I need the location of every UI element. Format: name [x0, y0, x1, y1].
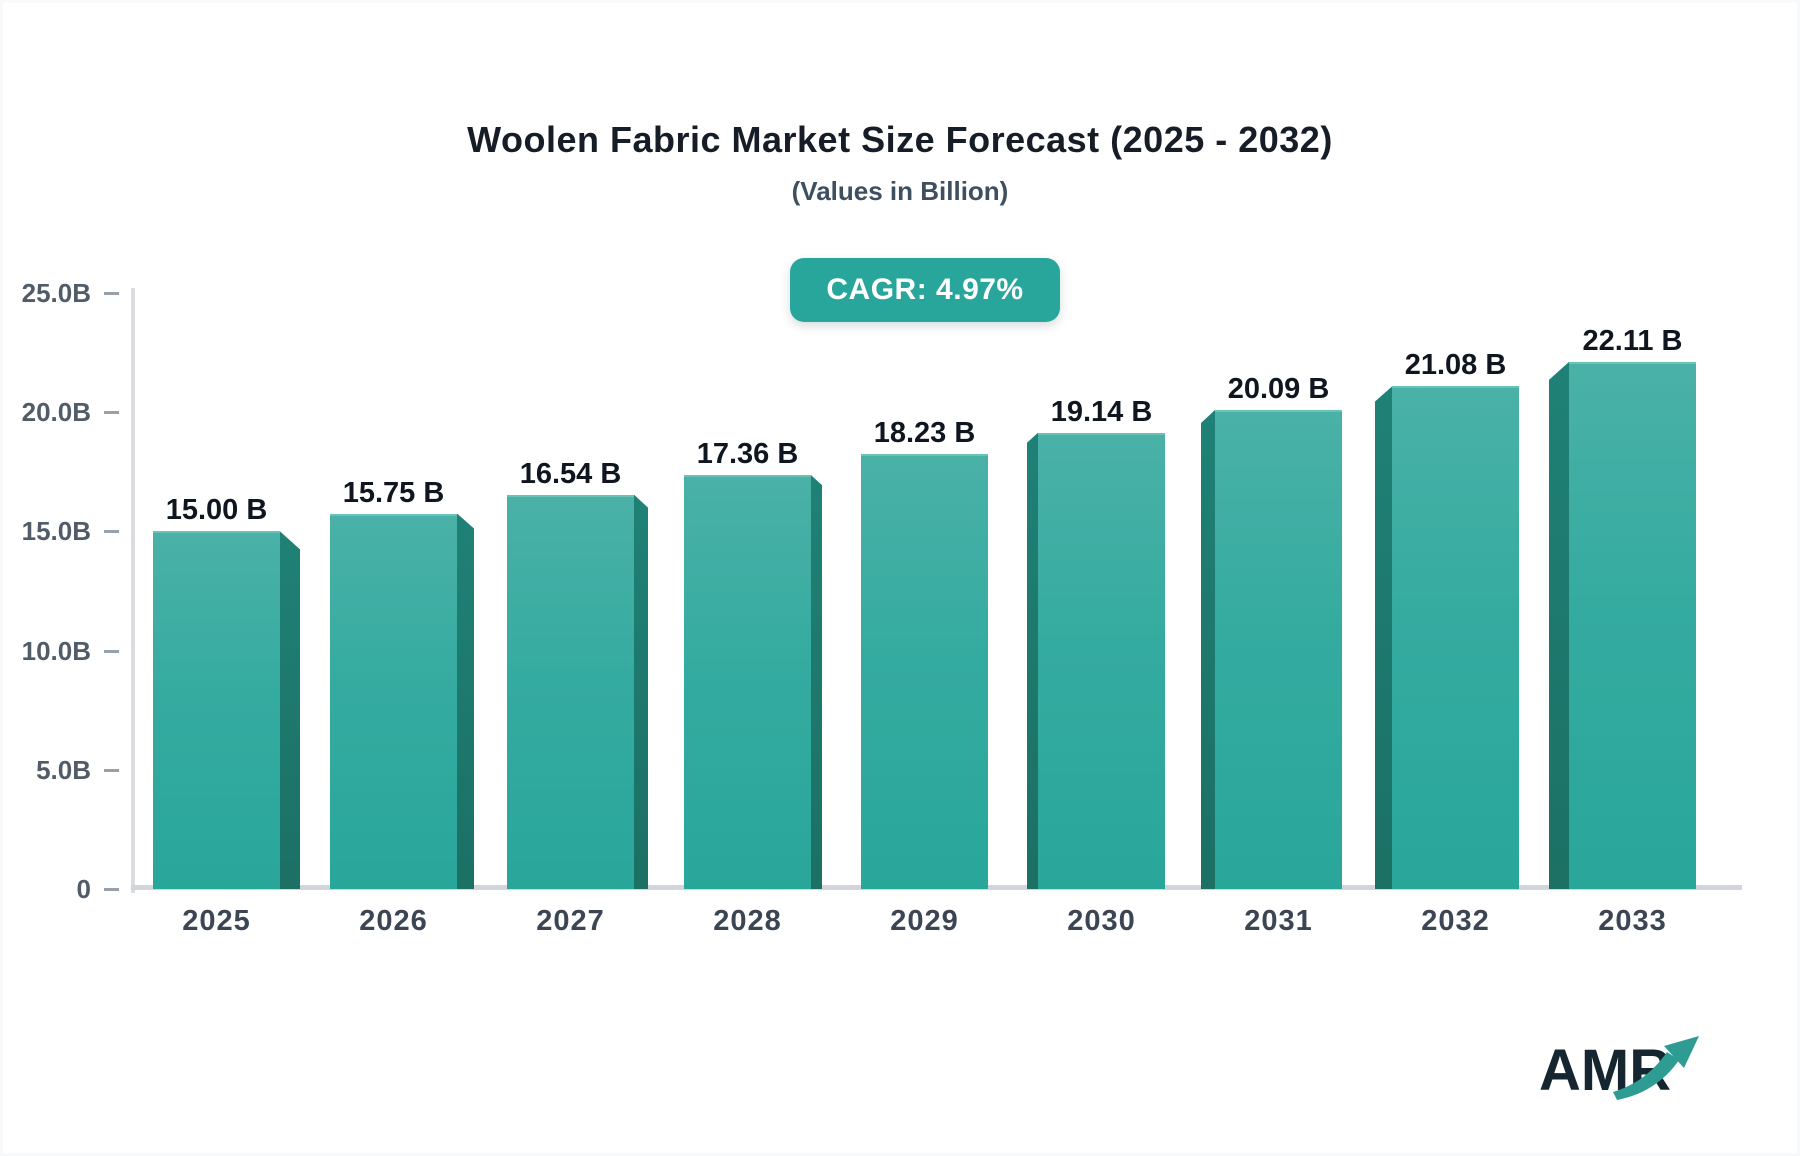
y-axis-label: 0 — [76, 874, 91, 904]
x-axis-label: 2032 — [1421, 905, 1490, 937]
cagr-badge: CAGR: 4.97% — [790, 258, 1060, 322]
bar-value-label: 19.14 B — [1050, 395, 1153, 428]
bar-side-2027 — [634, 494, 648, 889]
bar-2031 — [1215, 410, 1342, 889]
bar-2025 — [153, 531, 280, 889]
bar-value-label: 18.23 B — [873, 417, 976, 450]
bar-value-label: 15.75 B — [342, 476, 445, 509]
bar-side-2028 — [811, 475, 822, 889]
bar-2032 — [1392, 386, 1519, 889]
bar-2030 — [1038, 432, 1165, 889]
bar-side-2025 — [280, 531, 300, 889]
y-axis-label: 5.0B — [36, 754, 91, 785]
bar-2033 — [1569, 361, 1696, 889]
y-axis-tick — [104, 888, 119, 891]
amr-logo-arrow-swoosh — [1613, 1052, 1679, 1100]
y-axis-tick — [104, 530, 119, 534]
bar-value-label: 15.00 B — [165, 494, 268, 527]
y-axis-tick — [104, 768, 119, 772]
y-axis-tick — [104, 292, 119, 295]
y-axis-label: 15.0B — [21, 516, 91, 547]
amr-logo: AMR — [1531, 1018, 1731, 1118]
chart-subtitle: (Values in Billion) — [791, 176, 1009, 206]
amr-logo-graphic: AMR — [1539, 1036, 1699, 1103]
y-axis-line — [131, 288, 135, 893]
y-axis-tick — [104, 649, 119, 653]
bar-value-label: 16.54 B — [519, 457, 622, 490]
x-axis-label: 2033 — [1598, 905, 1667, 937]
bar-value-label: 22.11 B — [1582, 324, 1683, 357]
bar-value-label: 17.36 B — [696, 438, 799, 471]
chart-card: Woolen Fabric Market Size Forecast (2025… — [3, 3, 1797, 1153]
bar-side-2033 — [1549, 361, 1569, 889]
bar-side-2032 — [1375, 386, 1392, 889]
bar-side-2026 — [457, 513, 474, 889]
y-axis-label: 25.0B — [21, 278, 91, 308]
x-axis-label: 2030 — [1067, 905, 1136, 937]
x-axis-label: 2027 — [536, 905, 605, 937]
amr-logo-arrow-head — [1664, 1036, 1699, 1068]
x-axis-label: 2029 — [890, 905, 959, 937]
x-axis-label: 2028 — [713, 905, 782, 937]
bar-value-label: 20.09 B — [1227, 373, 1330, 406]
cagr-badge-label: CAGR: 4.97% — [826, 273, 1024, 306]
bar-side-2031 — [1201, 410, 1215, 889]
y-axis-label: 10.0B — [21, 635, 91, 666]
y-axis-label: 20.0B — [21, 397, 91, 428]
chart-title: Woolen Fabric Market Size Forecast (2025… — [467, 119, 1333, 160]
bar-value-label: 21.08 B — [1404, 349, 1507, 382]
x-axis-label: 2031 — [1244, 905, 1313, 937]
y-axis-tick — [104, 411, 119, 415]
bar-side-2030 — [1027, 432, 1038, 889]
bar-2029 — [861, 454, 988, 889]
bar-2028 — [684, 475, 811, 889]
bar-2026 — [330, 513, 457, 889]
x-axis-label: 2026 — [359, 905, 428, 937]
x-axis-label: 2025 — [182, 905, 251, 937]
amr-logo-text: AMR — [1539, 1038, 1671, 1103]
bar-2027 — [507, 494, 634, 889]
